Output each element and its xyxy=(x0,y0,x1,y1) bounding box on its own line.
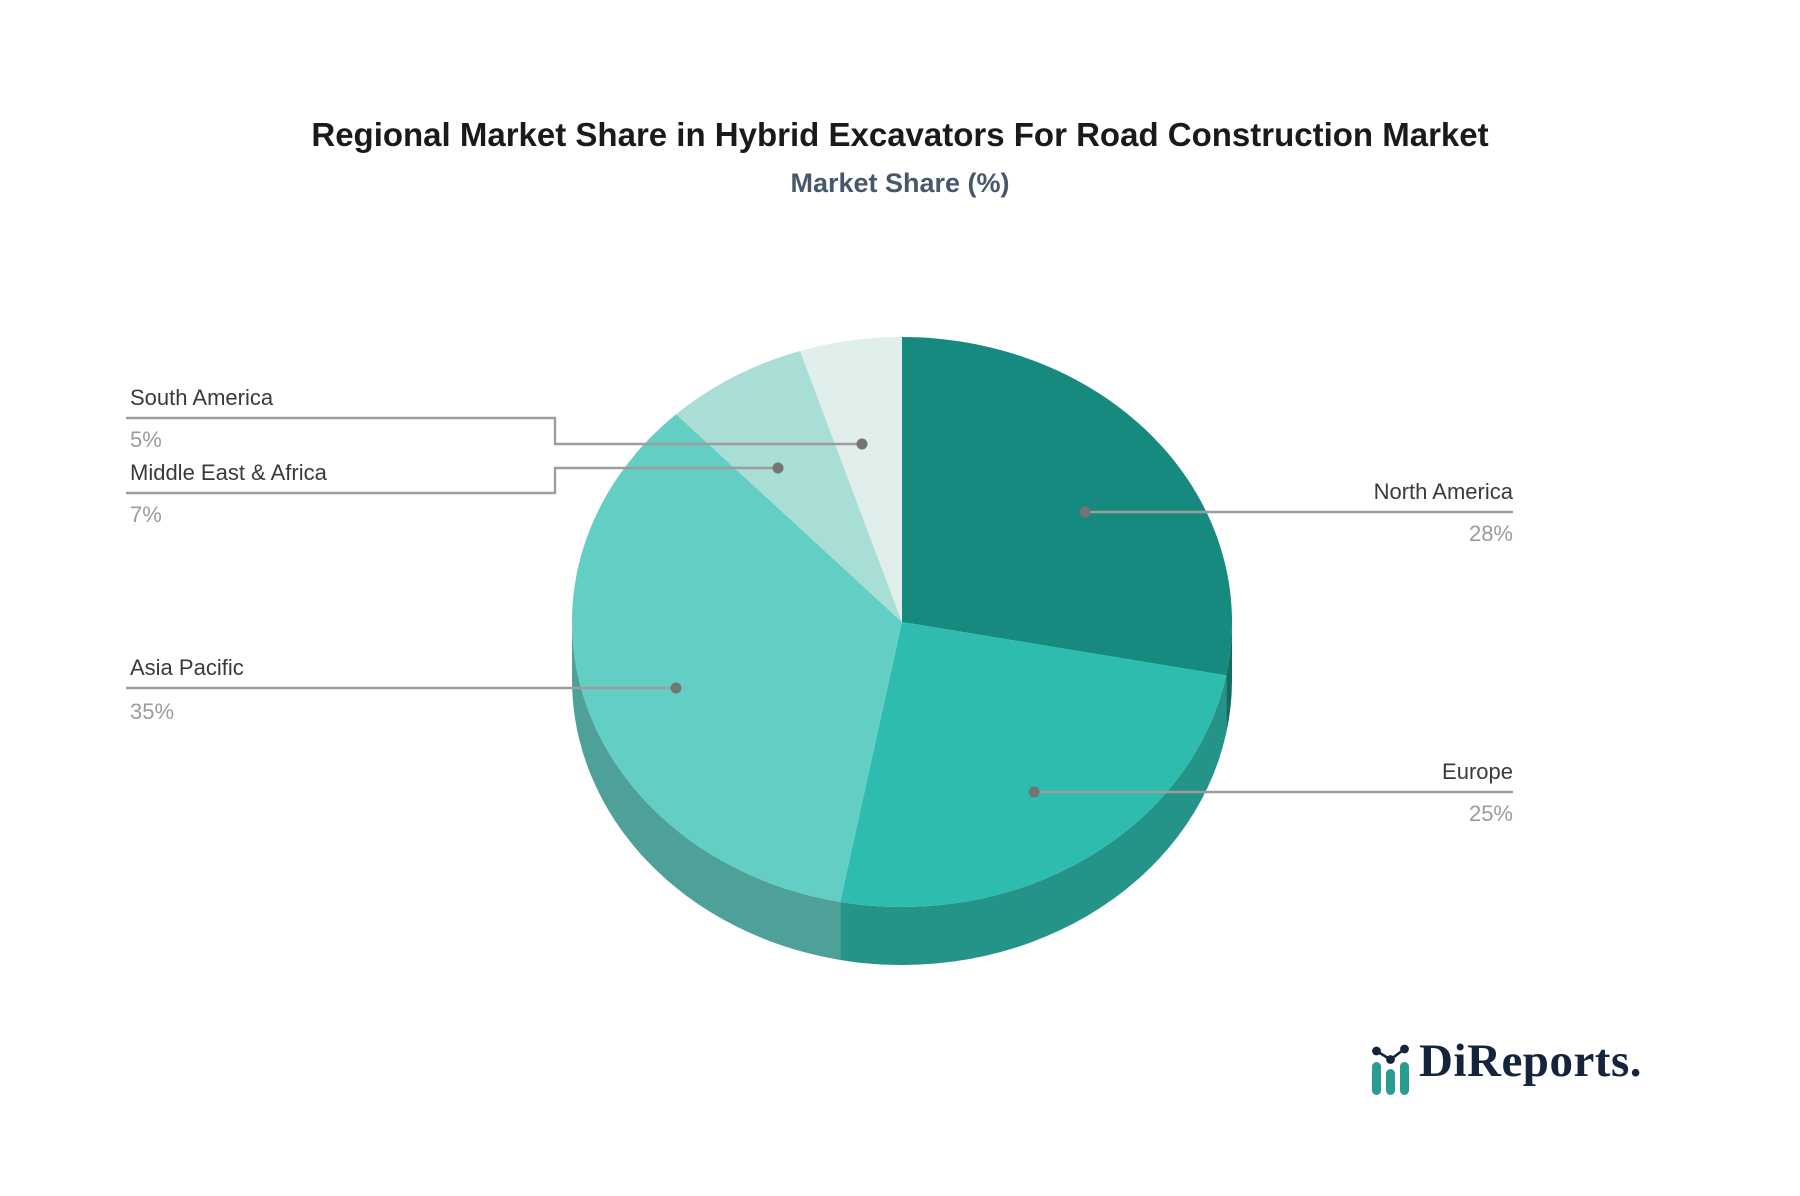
leader-line-middle-east-africa xyxy=(126,466,778,495)
pie-slice-side-north-america xyxy=(1226,622,1232,734)
leader-dot-middle-east-africa xyxy=(772,462,784,474)
logo: DiReports. xyxy=(1372,1036,1642,1096)
slice-label-europe: Europe xyxy=(1442,759,1513,784)
pie-slice-middle-east-africa xyxy=(676,350,902,622)
slice-label-south-america: South America xyxy=(130,385,274,410)
leader-dot-south-america xyxy=(856,438,868,450)
slice-label-north-america: North America xyxy=(1373,479,1513,504)
pie-slice-europe xyxy=(840,622,1227,907)
chart-subtitle: Market Share (%) xyxy=(790,168,1010,198)
leader-line-south-america xyxy=(126,416,862,446)
pie-slice-south-america xyxy=(800,337,902,622)
logo-text: DiReports. xyxy=(1419,1035,1642,1087)
leader-dot-europe xyxy=(1028,786,1040,798)
pie-slice-side-asia-pacific xyxy=(572,622,841,960)
slice-value-north-america: 28% xyxy=(1468,521,1513,546)
slice-value-south-america: 5% xyxy=(130,427,162,452)
pie-slice-north-america xyxy=(902,337,1233,676)
logo-period: . xyxy=(1629,1035,1642,1087)
slice-value-asia-pacific: 35% xyxy=(130,699,175,724)
slice-value-middle-east-africa: 7% xyxy=(130,502,162,527)
slice-label-asia-pacific: Asia Pacific xyxy=(130,655,244,680)
leader-dot-north-america xyxy=(1079,506,1091,518)
bar-line-chart-icon xyxy=(1372,1044,1409,1095)
slice-value-europe: 25% xyxy=(1468,801,1513,826)
leader-dot-asia-pacific xyxy=(670,682,682,694)
chart-title: Regional Market Share in Hybrid Excavato… xyxy=(311,116,1489,153)
slice-label-middle-east-africa: Middle East & Africa xyxy=(130,460,327,485)
pie-slice-asia-pacific xyxy=(572,414,902,902)
pie-slice-side-europe xyxy=(840,675,1227,965)
